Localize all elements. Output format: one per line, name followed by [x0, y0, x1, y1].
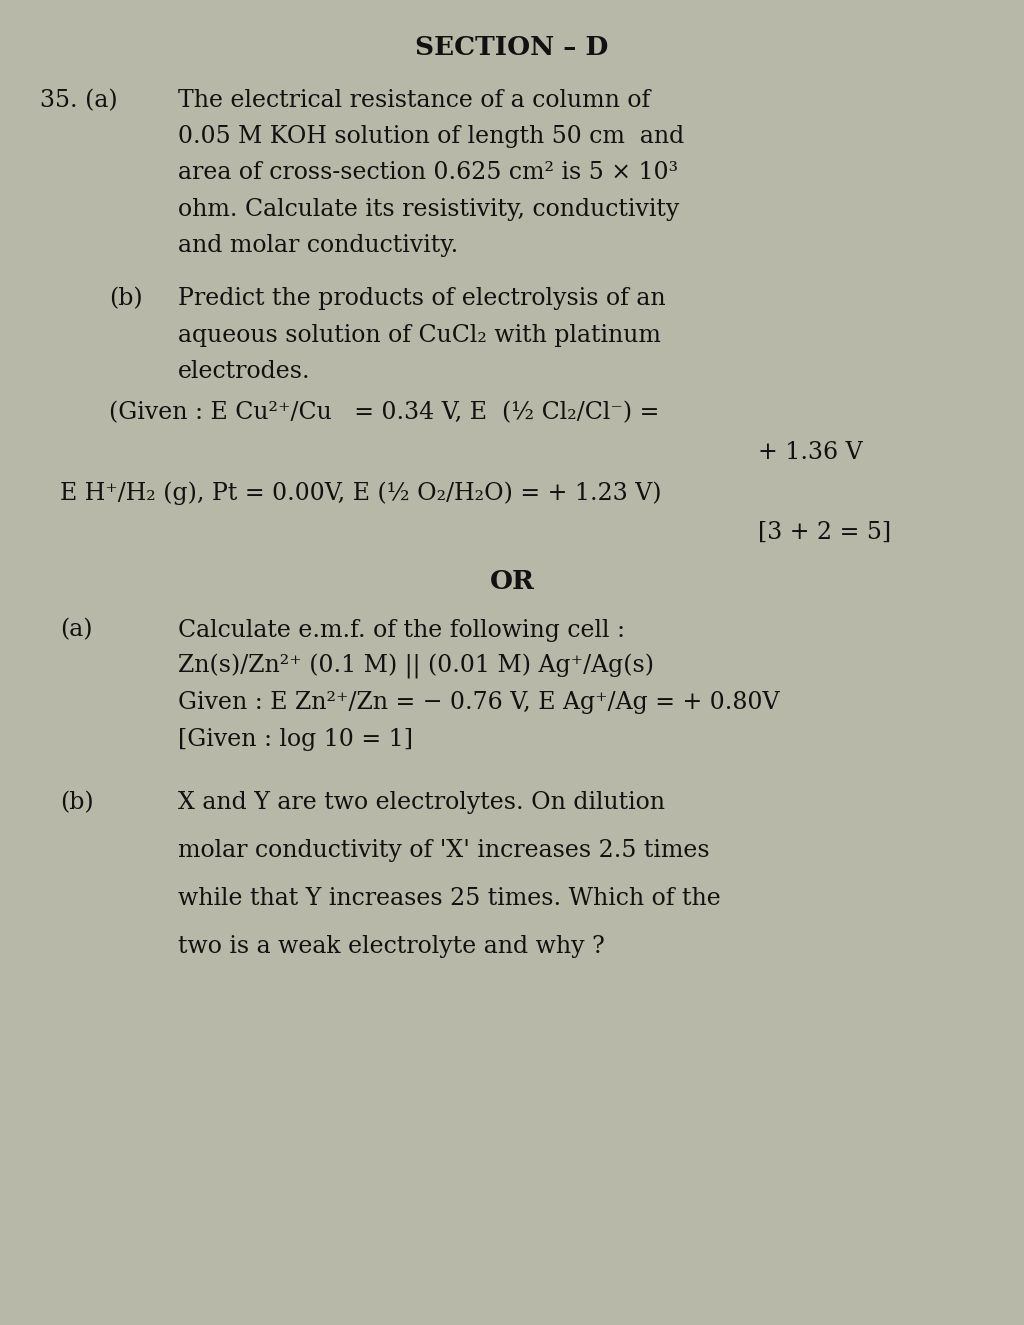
- Text: Zn(s)/Zn²⁺ (0.1 M) || (0.01 M) Ag⁺/Ag(s): Zn(s)/Zn²⁺ (0.1 M) || (0.01 M) Ag⁺/Ag(s): [178, 653, 653, 678]
- Text: SECTION – D: SECTION – D: [416, 34, 608, 60]
- Text: Given : E Zn²⁺/Zn = − 0.76 V, E Ag⁺/Ag = + 0.80V: Given : E Zn²⁺/Zn = − 0.76 V, E Ag⁺/Ag =…: [178, 692, 779, 714]
- Text: X and Y are two electrolytes. On dilution: X and Y are two electrolytes. On dilutio…: [178, 791, 665, 815]
- Text: electrodes.: electrodes.: [178, 360, 310, 383]
- Text: 35. (a): 35. (a): [40, 89, 118, 111]
- Text: area of cross-section 0.625 cm² is 5 × 10³: area of cross-section 0.625 cm² is 5 × 1…: [178, 162, 678, 184]
- Text: aqueous solution of CuCl₂ with platinum: aqueous solution of CuCl₂ with platinum: [178, 323, 660, 347]
- Text: [Given : log 10 = 1]: [Given : log 10 = 1]: [178, 727, 413, 750]
- Text: and molar conductivity.: and molar conductivity.: [178, 235, 458, 257]
- Text: E H⁺/H₂ (g), Pt = 0.00V, E (½ O₂/H₂O) = + 1.23 V): E H⁺/H₂ (g), Pt = 0.00V, E (½ O₂/H₂O) = …: [59, 482, 662, 505]
- Text: + 1.36 V: + 1.36 V: [758, 441, 862, 464]
- Text: ohm. Calculate its resistivity, conductivity: ohm. Calculate its resistivity, conducti…: [178, 197, 679, 221]
- Text: The electrical resistance of a column of: The electrical resistance of a column of: [178, 89, 650, 111]
- Text: (b): (b): [109, 288, 142, 310]
- Text: (a): (a): [59, 619, 92, 641]
- Text: (b): (b): [59, 791, 93, 815]
- Text: while that Y increases 25 times. Which of the: while that Y increases 25 times. Which o…: [178, 888, 721, 910]
- Text: molar conductivity of 'X' increases 2.5 times: molar conductivity of 'X' increases 2.5 …: [178, 839, 710, 863]
- Text: 0.05 M KOH solution of length 50 cm  and: 0.05 M KOH solution of length 50 cm and: [178, 125, 684, 148]
- Text: (Given : E Cu²⁺/Cu   = 0.34 V, E  (½ Cl₂/Cl⁻) =: (Given : E Cu²⁺/Cu = 0.34 V, E (½ Cl₂/Cl…: [109, 401, 659, 425]
- Text: two is a weak electrolyte and why ?: two is a weak electrolyte and why ?: [178, 935, 604, 958]
- Text: [3 + 2 = 5]: [3 + 2 = 5]: [758, 521, 891, 545]
- Text: Predict the products of electrolysis of an: Predict the products of electrolysis of …: [178, 288, 666, 310]
- Text: OR: OR: [489, 570, 535, 595]
- Text: Calculate e.m.f. of the following cell :: Calculate e.m.f. of the following cell :: [178, 619, 625, 641]
